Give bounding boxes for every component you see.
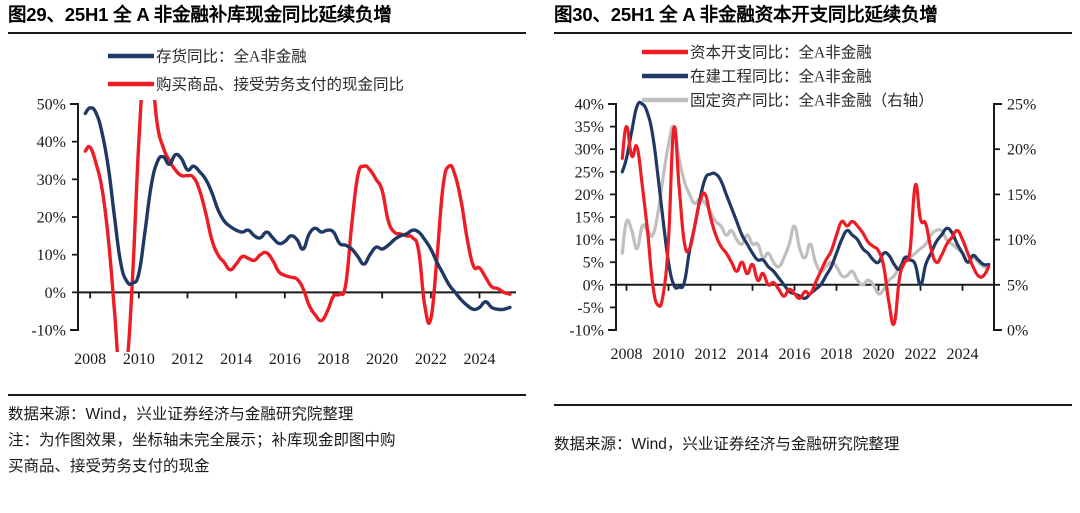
y-axis-tick-label: -5% — [577, 300, 604, 317]
y-axis-tick-label: 15% — [575, 210, 604, 227]
y-axis-tick-label: -10% — [31, 323, 66, 340]
figure-30-title: 图30、25H1 全 A 非金融资本开支同比延续负增 — [554, 4, 938, 25]
figure-29-chart: 存货同比：全A非金融购买商品、接受劳务支付的现金同比 -10% 0% 10% 20% 3… — [8, 34, 526, 394]
y-axis-tick-label: 50% — [37, 97, 66, 114]
figure-30-chart: 资本开支同比：全A非金融 在建工程同比：全A非金融固定资产同比：全A非金融（右轴）… — [554, 34, 1072, 404]
legend-label: 资本开支同比：全A非金融 — [690, 44, 872, 62]
y-axis-tick-label: 25% — [575, 164, 604, 181]
x-axis-tick-label: 2022 — [905, 346, 937, 363]
figure-29-footer-rule — [8, 394, 526, 396]
y-axis-tick-label: 30% — [575, 142, 604, 159]
legend-label: 存货同比：全A非金融 — [156, 48, 307, 66]
series-2 — [83, 100, 512, 352]
figure-30-panel: 图30、25H1 全 A 非金融资本开支同比延续负增 资本开支同比：全A非金融在… — [548, 0, 1080, 513]
figure-29-axes — [70, 103, 516, 331]
figure-30-plot-lines — [620, 100, 991, 327]
figure-29-title-rule — [8, 32, 526, 34]
series-2 — [620, 100, 991, 301]
series-3 — [620, 124, 991, 296]
x-axis-tick-label: 2012 — [172, 351, 204, 368]
series-line — [83, 106, 512, 312]
y-axis-tick-label: 10% — [37, 247, 66, 264]
y-axis-tick-label: 30% — [37, 172, 66, 189]
figure-30-tick-labels: -10% -5% 0% 5% 10% 15% 20% 25% 30% 35% 40% 0% 5% 10% 1… — [569, 97, 1036, 364]
x-axis-tick-label: 2018 — [318, 351, 350, 368]
legend-label: 购买商品、接受劳务支付的现金同比 — [156, 76, 404, 94]
series-line — [620, 124, 991, 327]
series-1 — [83, 106, 512, 312]
y-axis-tick-label: 0% — [45, 285, 66, 302]
x-axis-tick-label: 2020 — [863, 346, 895, 363]
figure-29-title: 图29、25H1 全 A 非金融补库现金同比延续负增 — [8, 4, 392, 25]
figure-29-tick-labels: -10% 0% 10% 20% 30% 40% 50% 2008 2010 2012 2014 201… — [31, 97, 495, 369]
panel-separator-gap — [532, 0, 548, 513]
y-axis-tick-label: 40% — [37, 134, 66, 151]
y-axis-tick-label: 20% — [37, 210, 66, 227]
y2-axis-tick-label: 5% — [1007, 277, 1028, 294]
figure-29-note-line-1: 注：为作图效果，坐标轴未完全展示；补库现金即图中购 — [8, 432, 396, 449]
x-axis-tick-label: 2022 — [415, 351, 447, 368]
x-axis-tick-label: 2014 — [220, 351, 252, 368]
y-axis-tick-label: 40% — [575, 97, 604, 114]
y2-axis-tick-label: 25% — [1007, 97, 1036, 114]
x-axis-tick-label: 2012 — [695, 346, 727, 363]
figure-30-svg: 资本开支同比：全A非金融在建工程同比：全A非金融固定资产同比：全A非金融（右轴）… — [569, 44, 1036, 364]
x-axis-tick-label: 2020 — [366, 351, 398, 368]
y-axis-tick-label: 5% — [583, 255, 604, 272]
y2-axis-tick-label: 0% — [1007, 323, 1028, 340]
figure-30-source: 数据来源：Wind，兴业证券经济与金融研究院整理 — [554, 436, 900, 453]
y2-axis-tick-label: 20% — [1007, 142, 1036, 159]
y-axis-tick-label: -10% — [569, 323, 604, 340]
figure-29-plot-lines — [83, 100, 512, 352]
figure-30-axes — [608, 103, 1002, 331]
x-axis-tick-label: 2024 — [947, 346, 979, 363]
x-axis-tick-label: 2016 — [779, 346, 811, 363]
series-1 — [620, 124, 991, 327]
y2-axis-tick-label: 10% — [1007, 232, 1036, 249]
y-axis-tick-label: 10% — [575, 232, 604, 249]
figure-29-panel: 图29、25H1 全 A 非金融补库现金同比延续负增 存货同比：全A非金融购买商… — [0, 0, 532, 513]
y2-axis-tick-label: 15% — [1007, 187, 1036, 204]
figure-30-footer-rule — [554, 404, 1072, 406]
x-axis-tick-label: 2010 — [653, 346, 685, 363]
x-axis-tick-label: 2016 — [269, 351, 301, 368]
y-axis-tick-label: 0% — [583, 277, 604, 294]
y2-axis-spine — [993, 103, 1002, 331]
series-line — [620, 124, 991, 296]
legend-label: 在建工程同比：全A非金融 — [690, 68, 872, 86]
x-axis-tick-label: 2014 — [737, 346, 769, 363]
x-axis-tick-label: 2008 — [611, 346, 643, 363]
x-axis-tick-label: 2010 — [123, 351, 155, 368]
y-axis-tick-label: 20% — [575, 187, 604, 204]
figure-29-source: 数据来源：Wind，兴业证券经济与金融研究院整理 — [8, 406, 354, 423]
x-axis-tick-label: 2024 — [464, 351, 496, 368]
figure-30-footer: 数据来源：Wind，兴业证券经济与金融研究院整理 — [554, 406, 1072, 458]
legend-label: 固定资产同比：全A非金融（右轴） — [690, 92, 934, 110]
series-line — [83, 100, 512, 352]
series-line — [620, 100, 991, 301]
x-axis-tick-label: 2008 — [74, 351, 106, 368]
figure-29-footer: 数据来源：Wind，兴业证券经济与金融研究院整理 注：为作图效果，坐标轴未完全展… — [8, 396, 526, 480]
y-axis-tick-label: 35% — [575, 119, 604, 136]
figure-29-note-line-2: 买商品、接受劳务支付的现金 — [8, 458, 210, 475]
figure-30-title-rule — [554, 32, 1072, 34]
x-axis-tick-label: 2018 — [821, 346, 853, 363]
